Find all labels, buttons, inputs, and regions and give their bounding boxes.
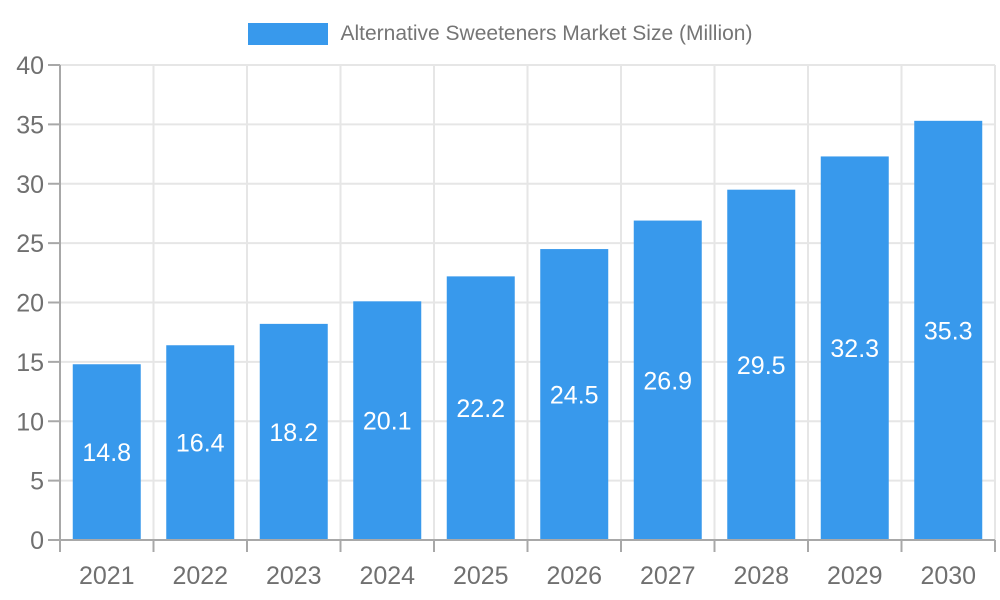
x-tick-label: 2023	[266, 562, 322, 590]
x-tick-label: 2025	[453, 562, 509, 590]
bar-value-label: 24.5	[550, 382, 599, 410]
bar-2027	[633, 220, 702, 540]
legend-label: Alternative Sweeteners Market Size (Mill…	[340, 22, 753, 45]
x-tick-label: 2028	[733, 562, 789, 590]
x-tick-label: 2026	[546, 562, 602, 590]
y-tick-label: 30	[16, 171, 44, 199]
y-tick-label: 5	[30, 468, 44, 496]
bar-2025	[446, 276, 515, 540]
bar-value-label: 20.1	[363, 408, 412, 436]
y-tick-label: 10	[16, 408, 44, 436]
bar-value-label: 18.2	[269, 419, 318, 447]
x-tick-label: 2029	[827, 562, 883, 590]
bar-2026	[540, 249, 609, 540]
legend[interactable]: Alternative Sweeteners Market Size (Mill…	[0, 23, 1000, 45]
x-tick-label: 2030	[920, 562, 976, 590]
y-tick-label: 15	[16, 349, 44, 377]
bar-value-label: 32.3	[830, 335, 879, 363]
x-tick-label: 2027	[640, 562, 696, 590]
bar-2024	[353, 301, 422, 540]
y-tick-label: 20	[16, 290, 44, 318]
y-tick-label: 0	[30, 527, 44, 555]
bar-value-label: 14.8	[82, 439, 131, 467]
bar-2022	[166, 345, 235, 540]
bar-2021	[72, 364, 141, 540]
y-tick-label: 25	[16, 230, 44, 258]
x-tick-label: 2022	[172, 562, 228, 590]
bar-value-label: 22.2	[456, 395, 505, 423]
bar-2029	[820, 156, 889, 540]
bar-2028	[727, 189, 796, 540]
bar-2023	[259, 323, 328, 540]
x-tick-label: 2024	[359, 562, 415, 590]
legend-swatch-icon	[247, 23, 328, 45]
x-tick-label: 2021	[79, 562, 135, 590]
bar-value-label: 26.9	[643, 367, 692, 395]
y-tick-label: 35	[16, 111, 44, 139]
bar-value-label: 35.3	[924, 317, 973, 345]
bar-value-label: 16.4	[176, 430, 225, 458]
bar-2030	[914, 120, 983, 540]
bar-value-label: 29.5	[737, 352, 786, 380]
y-tick-label: 40	[16, 52, 44, 80]
